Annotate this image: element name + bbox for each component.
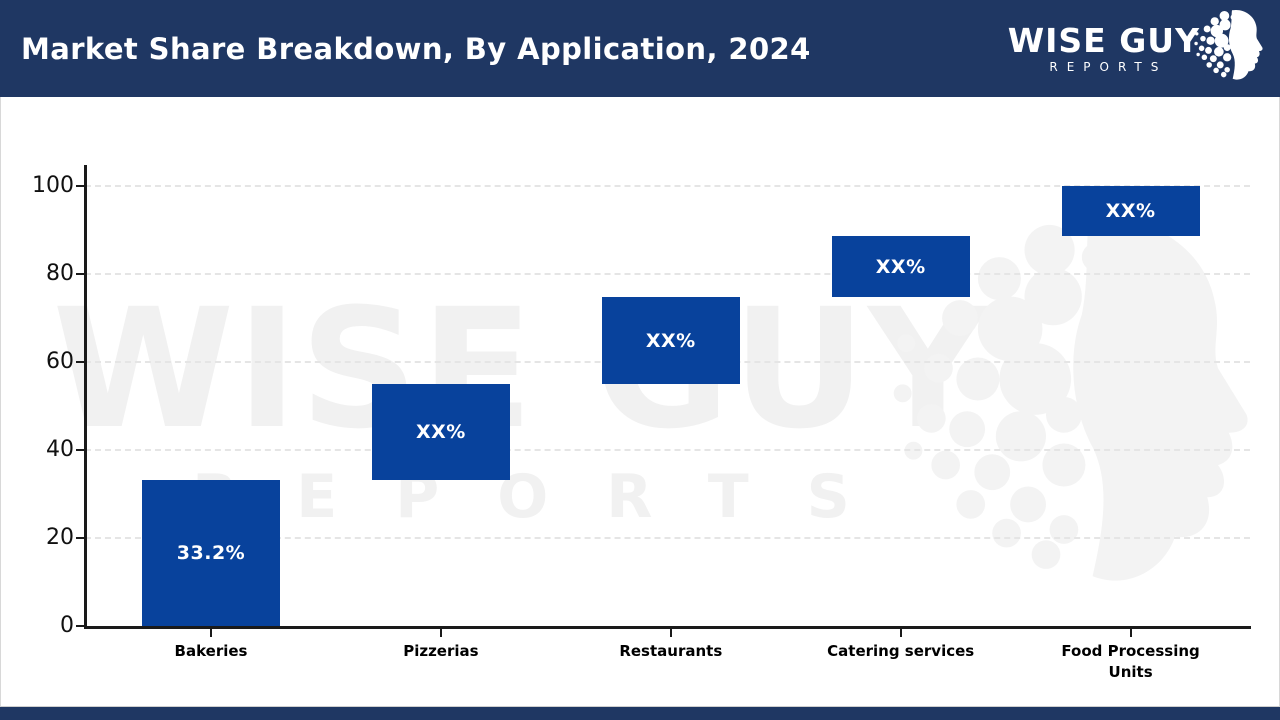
watermark-line1: WISE GUY	[52, 273, 990, 465]
watermark-head-icon	[889, 207, 1280, 637]
watermark: WISE GUY REPORTS	[41, 273, 1001, 533]
brand-head-icon	[1194, 6, 1270, 92]
footer-strip	[0, 707, 1280, 720]
brand-logo: WISE GUY REPORTS	[1008, 4, 1270, 94]
watermark-line2: REPORTS	[192, 462, 908, 532]
brand-subtitle: REPORTS	[1049, 59, 1168, 74]
header: Market Share Breakdown, By Application, …	[0, 0, 1280, 97]
brand-name: WISE GUY	[1007, 21, 1200, 61]
chart-area: WISE GUY REPORTS	[0, 97, 1280, 707]
page-title: Market Share Breakdown, By Application, …	[21, 31, 811, 66]
